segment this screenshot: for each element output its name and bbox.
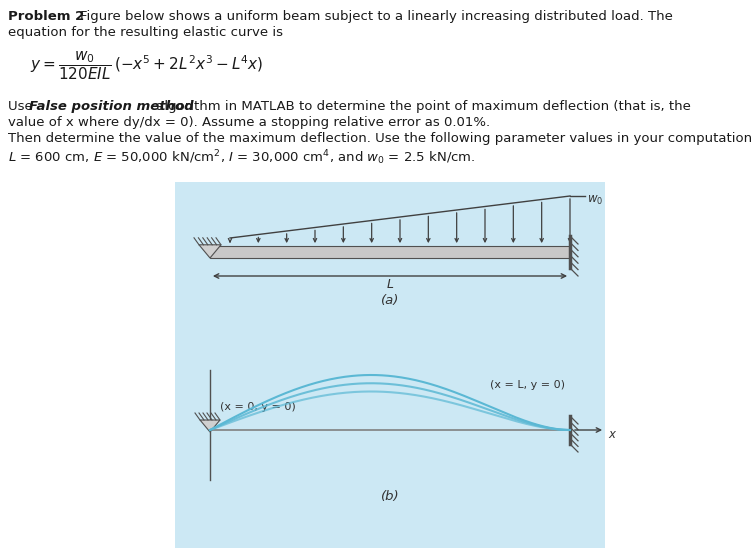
Text: (x = L, y = 0): (x = L, y = 0) <box>490 380 565 390</box>
Text: x: x <box>608 428 615 440</box>
Bar <box>210 246 570 258</box>
Text: $w_0$: $w_0$ <box>587 194 603 207</box>
Text: $L$: $L$ <box>386 278 394 291</box>
Text: False position method: False position method <box>29 100 193 113</box>
Text: Use: Use <box>8 100 37 113</box>
Text: algorithm in MATLAB to determine the point of maximum deflection (that is, the: algorithm in MATLAB to determine the poi… <box>152 100 691 113</box>
Text: Problem 2: Problem 2 <box>8 10 84 23</box>
Text: equation for the resulting elastic curve is: equation for the resulting elastic curve… <box>8 26 283 39</box>
Text: value of x where dy/dx = 0). Assume a stopping relative error as 0.01%.: value of x where dy/dx = 0). Assume a st… <box>8 116 490 129</box>
Text: (b): (b) <box>381 490 399 503</box>
Text: $y = \dfrac{w_0}{120EIL}\,(-x^5 + 2L^2x^3 - L^4x)$: $y = \dfrac{w_0}{120EIL}\,(-x^5 + 2L^2x^… <box>30 50 263 83</box>
Text: $L$ = 600 cm, $E$ = 50,000 kN/cm$^2$, $I$ = 30,000 cm$^4$, and $w_0$ = 2.5 kN/cm: $L$ = 600 cm, $E$ = 50,000 kN/cm$^2$, $I… <box>8 148 475 167</box>
Text: Then determine the value of the maximum deflection. Use the following parameter : Then determine the value of the maximum … <box>8 132 752 145</box>
Polygon shape <box>200 420 220 432</box>
Text: Figure below shows a uniform beam subject to a linearly increasing distributed l: Figure below shows a uniform beam subjec… <box>80 10 673 23</box>
Text: (x = 0, y = 0): (x = 0, y = 0) <box>220 402 296 412</box>
Polygon shape <box>199 245 221 258</box>
Text: (a): (a) <box>381 294 399 307</box>
Bar <box>175 182 605 548</box>
